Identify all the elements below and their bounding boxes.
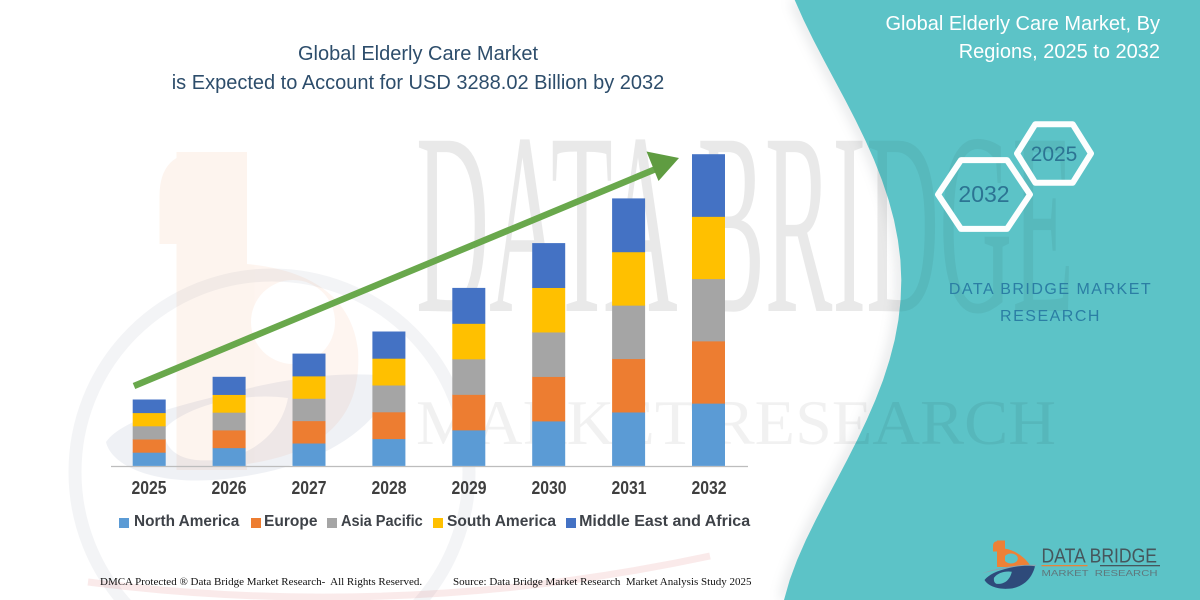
svg-text:DATA BRIDGE: DATA BRIDGE [1042, 546, 1158, 568]
svg-text:MARKET RESEARCH: MARKET RESEARCH [1042, 569, 1158, 578]
svg-text:2032: 2032 [958, 181, 1009, 207]
svg-text:DATA BRIDGE: DATA BRIDGE [416, 80, 1074, 368]
svg-text:2025: 2025 [1031, 143, 1078, 166]
svg-text:MARKET RESEARCH: MARKET RESEARCH [416, 388, 1056, 458]
